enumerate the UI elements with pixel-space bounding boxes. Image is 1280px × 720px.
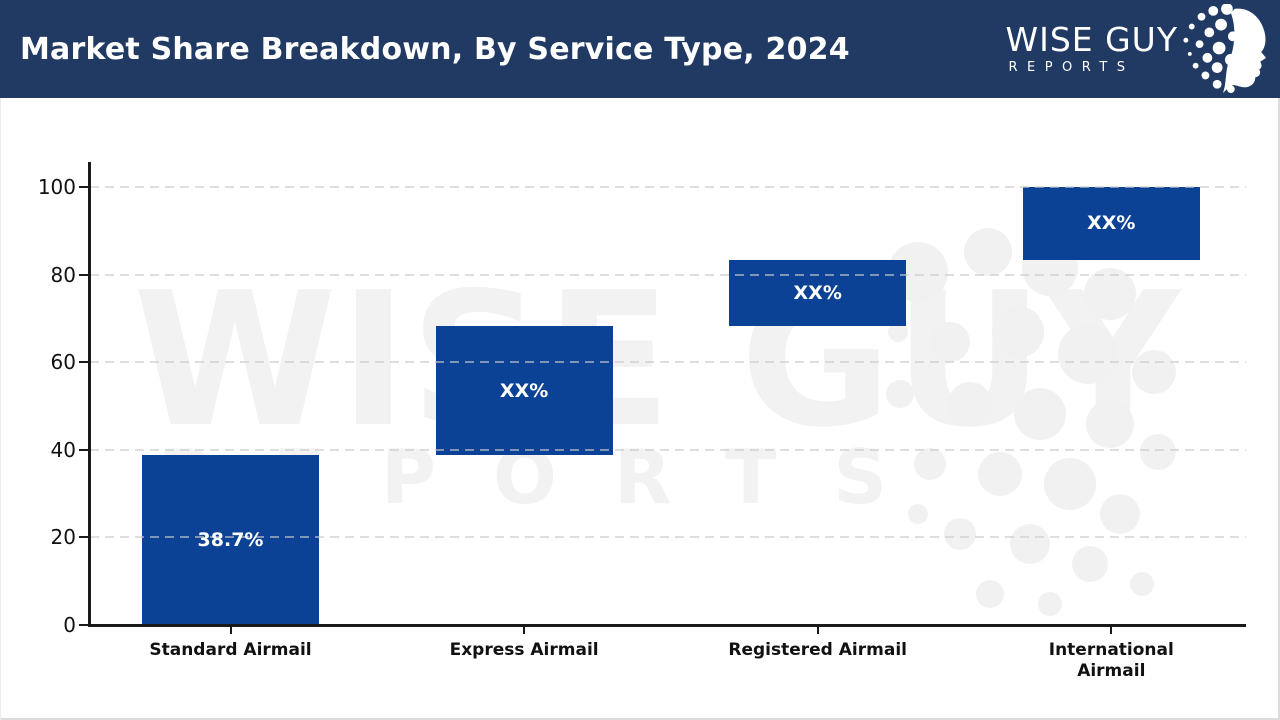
bar: [729, 260, 907, 327]
gridline: [90, 536, 1246, 539]
gridline: [90, 273, 1246, 276]
y-tick-label: 100: [37, 175, 76, 199]
bar-value-label: XX%: [1087, 212, 1136, 235]
x-axis-line: [88, 624, 1246, 627]
dotted-face-icon: [1183, 4, 1267, 94]
logo-subtitle: REPORTS: [1008, 60, 1135, 76]
gridline: [90, 361, 1246, 364]
x-axis-tick: [1110, 626, 1113, 634]
bar: [435, 326, 613, 456]
x-tick-label: International Airmail: [1048, 640, 1174, 681]
x-axis-tick: [523, 626, 526, 634]
y-axis-tick: [79, 624, 89, 626]
x-tick-label: Express Airmail: [449, 640, 599, 660]
right-border: [1278, 98, 1280, 720]
x-tick-label: Standard Airmail: [149, 640, 312, 660]
x-axis-tick: [229, 626, 232, 634]
y-tick-label: 40: [50, 437, 76, 462]
y-tick-label: 0: [63, 613, 76, 637]
y-tick-label: 60: [50, 350, 76, 375]
header-bar: Market Share Breakdown, By Service Type,…: [0, 0, 1280, 98]
x-axis-tick: [816, 626, 819, 634]
x-tick-label: Registered Airmail: [728, 640, 907, 660]
bar: [142, 455, 319, 625]
logo-wordmark: WISE GUY: [1005, 20, 1178, 59]
y-axis-tick: [79, 536, 89, 539]
y-axis-tick: [79, 361, 89, 364]
logo-text: WISE GUY REPORTS: [1005, 20, 1178, 76]
y-tick-label: 80: [50, 262, 76, 287]
page-title: Market Share Breakdown, By Service Type,…: [20, 31, 850, 67]
bar-value-label: XX%: [499, 379, 549, 402]
y-axis-tick: [79, 186, 89, 188]
bar-value-label: 38.7%: [197, 529, 264, 552]
bar-value-label: XX%: [793, 282, 842, 305]
gridline: [90, 448, 1246, 451]
bottom-border: [0, 718, 1280, 720]
y-axis-line: [88, 162, 91, 627]
y-tick-label: 20: [50, 525, 76, 550]
gridline: [90, 186, 1246, 188]
left-border: [0, 98, 1, 720]
wise-guy-reports-logo: WISE GUY REPORTS: [990, 4, 1268, 96]
y-axis-tick: [79, 273, 89, 276]
y-axis-tick: [79, 448, 89, 451]
